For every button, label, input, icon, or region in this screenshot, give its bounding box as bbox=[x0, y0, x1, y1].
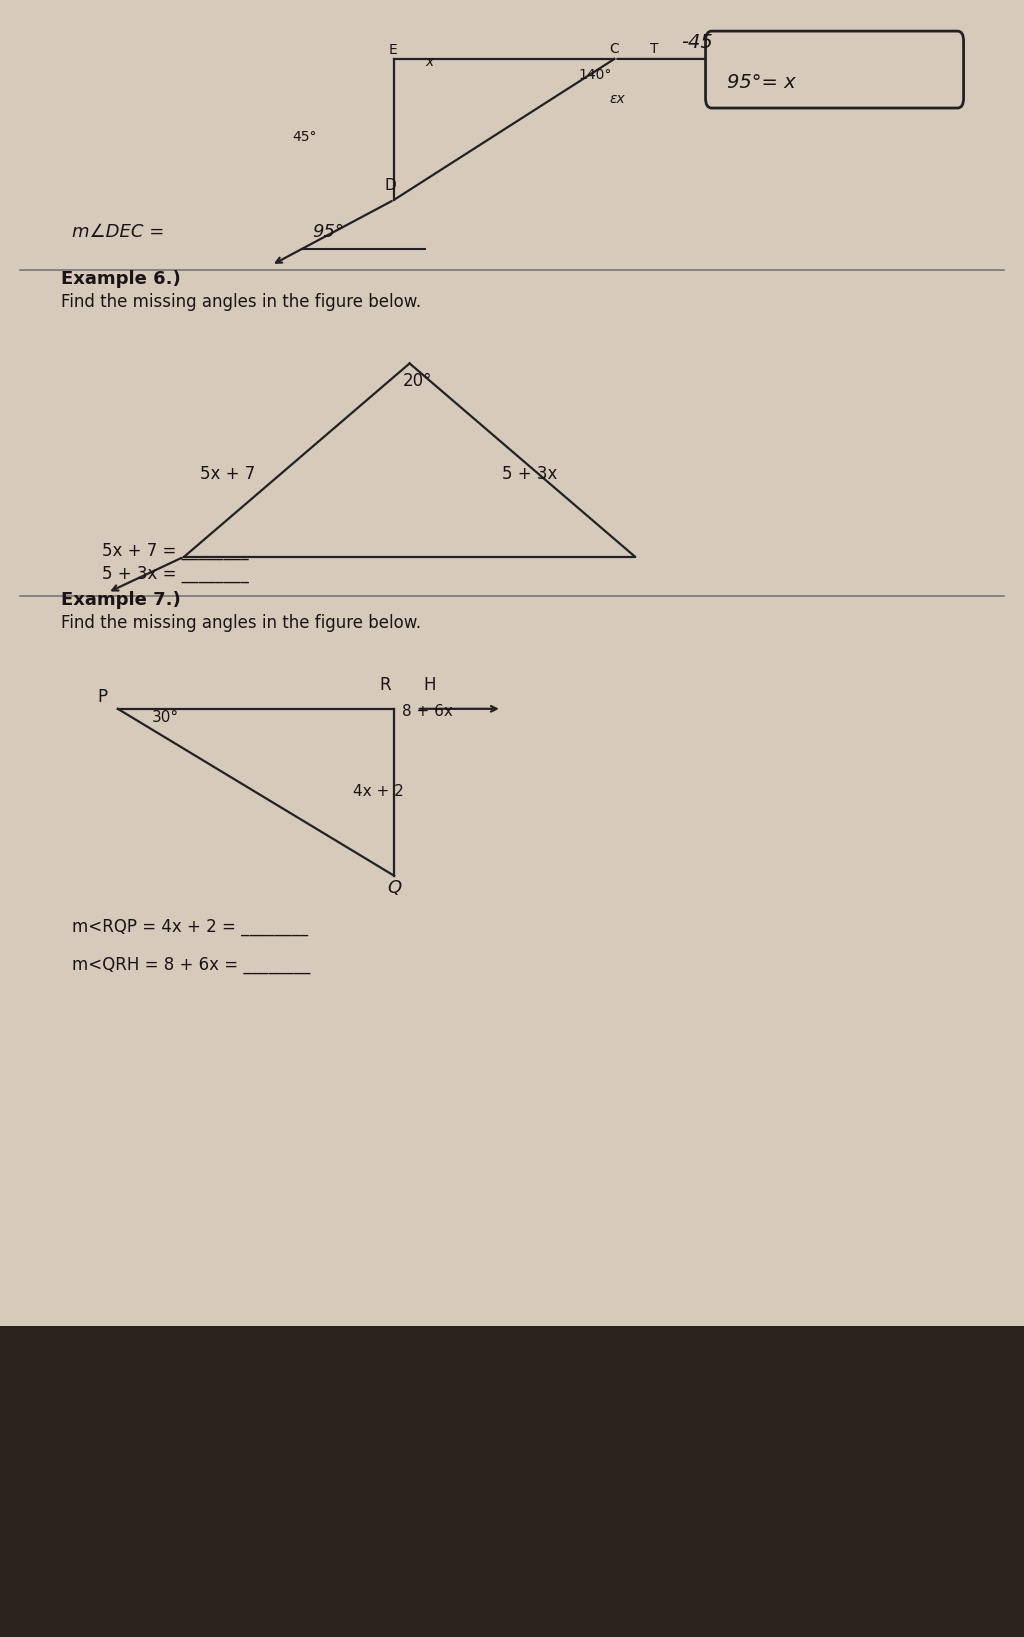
Text: 5x + 7: 5x + 7 bbox=[200, 465, 255, 483]
Text: -45: -45 bbox=[681, 33, 713, 52]
Text: Example 7.): Example 7.) bbox=[61, 591, 181, 609]
Text: Find the missing angles in the figure below.: Find the missing angles in the figure be… bbox=[61, 614, 422, 632]
Text: 95°: 95° bbox=[312, 223, 344, 241]
Text: m∠DEC =: m∠DEC = bbox=[72, 223, 170, 241]
Text: 5 + 3x = ________: 5 + 3x = ________ bbox=[102, 565, 249, 583]
Text: Find the missing angles in the figure below.: Find the missing angles in the figure be… bbox=[61, 293, 422, 311]
Text: 8 + 6x: 8 + 6x bbox=[402, 704, 454, 719]
Bar bbox=[0, 0, 1024, 1326]
Text: H: H bbox=[423, 676, 435, 694]
FancyBboxPatch shape bbox=[706, 31, 964, 108]
Text: εx: εx bbox=[609, 92, 625, 106]
Text: m<RQP = 4x + 2 = ________: m<RQP = 4x + 2 = ________ bbox=[72, 918, 308, 936]
Text: Example 6.): Example 6.) bbox=[61, 270, 181, 288]
Text: x: x bbox=[425, 54, 433, 69]
Text: 30°: 30° bbox=[152, 710, 178, 725]
Text: D: D bbox=[384, 178, 395, 193]
Text: 5x + 7 = ________: 5x + 7 = ________ bbox=[102, 542, 249, 560]
Text: C: C bbox=[609, 41, 620, 56]
Text: m<QRH = 8 + 6x = ________: m<QRH = 8 + 6x = ________ bbox=[72, 956, 310, 974]
Text: 5 + 3x: 5 + 3x bbox=[502, 465, 557, 483]
Text: 140°: 140° bbox=[579, 67, 612, 82]
Text: 20°: 20° bbox=[402, 372, 432, 390]
Text: P: P bbox=[97, 688, 108, 706]
Text: 45°: 45° bbox=[292, 129, 316, 144]
Text: 4x + 2: 4x + 2 bbox=[353, 784, 404, 799]
Text: Q: Q bbox=[387, 879, 401, 897]
Text: 95°= x: 95°= x bbox=[727, 72, 796, 92]
Text: T: T bbox=[650, 41, 658, 56]
Text: E: E bbox=[389, 43, 398, 57]
Bar bbox=[0, 1326, 1024, 1637]
Text: R: R bbox=[379, 676, 390, 694]
